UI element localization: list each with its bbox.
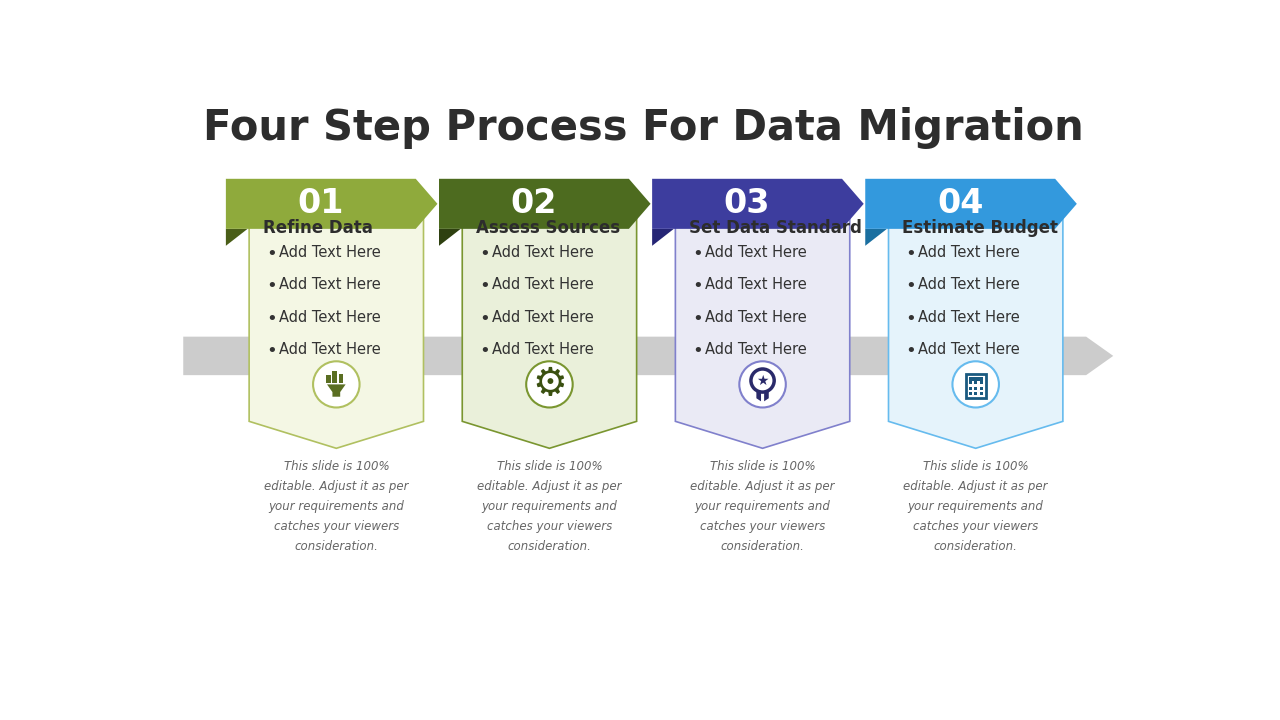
Text: •: • — [266, 277, 276, 295]
Text: Add Text Here: Add Text Here — [705, 245, 806, 260]
Circle shape — [526, 361, 572, 408]
Bar — [979, 387, 983, 390]
Text: Estimate Budget: Estimate Budget — [902, 219, 1059, 237]
Polygon shape — [250, 210, 424, 449]
Text: Add Text Here: Add Text Here — [918, 277, 1020, 292]
Text: Set Data Standard: Set Data Standard — [690, 219, 863, 237]
Bar — [969, 377, 983, 382]
Text: •: • — [266, 342, 276, 360]
Text: •: • — [266, 245, 276, 263]
Text: •: • — [479, 342, 490, 360]
Bar — [333, 371, 337, 383]
Text: Add Text Here: Add Text Here — [918, 342, 1020, 357]
Polygon shape — [756, 391, 762, 401]
Text: •: • — [905, 277, 916, 295]
Text: Add Text Here: Add Text Here — [279, 310, 380, 325]
Polygon shape — [676, 210, 850, 449]
Text: Add Text Here: Add Text Here — [492, 277, 594, 292]
Text: Add Text Here: Add Text Here — [492, 310, 594, 325]
Circle shape — [740, 361, 786, 408]
Text: •: • — [905, 310, 916, 328]
Bar — [974, 382, 977, 384]
Text: •: • — [479, 310, 490, 328]
Polygon shape — [462, 210, 636, 449]
Polygon shape — [183, 337, 1114, 375]
Text: ★: ★ — [756, 374, 769, 387]
Text: •: • — [905, 245, 916, 263]
Text: 04: 04 — [937, 187, 983, 220]
Text: Add Text Here: Add Text Here — [705, 342, 806, 357]
Polygon shape — [764, 391, 769, 401]
Text: •: • — [905, 342, 916, 360]
Polygon shape — [326, 384, 346, 397]
Bar — [339, 374, 343, 383]
Bar — [969, 392, 972, 395]
Polygon shape — [439, 229, 461, 246]
Text: This slide is 100%
editable. Adjust it as per
your requirements and
catches your: This slide is 100% editable. Adjust it a… — [477, 460, 622, 553]
Polygon shape — [225, 179, 438, 229]
Text: Add Text Here: Add Text Here — [492, 245, 594, 260]
Text: Add Text Here: Add Text Here — [705, 310, 806, 325]
Text: •: • — [479, 245, 490, 263]
Text: Add Text Here: Add Text Here — [279, 277, 380, 292]
Text: Add Text Here: Add Text Here — [705, 277, 806, 292]
Bar — [965, 374, 986, 398]
Text: •: • — [692, 310, 703, 328]
Bar — [979, 382, 983, 384]
Text: Add Text Here: Add Text Here — [279, 342, 380, 357]
Polygon shape — [225, 229, 247, 246]
Text: This slide is 100%
editable. Adjust it as per
your requirements and
catches your: This slide is 100% editable. Adjust it a… — [904, 460, 1048, 553]
Text: Add Text Here: Add Text Here — [279, 245, 380, 260]
Bar — [974, 392, 977, 395]
Polygon shape — [439, 179, 650, 229]
Text: 02: 02 — [511, 187, 557, 220]
Text: Assess Sources: Assess Sources — [476, 219, 621, 237]
Text: •: • — [692, 245, 703, 263]
Polygon shape — [652, 179, 864, 229]
Polygon shape — [888, 210, 1062, 449]
Text: Add Text Here: Add Text Here — [918, 310, 1020, 325]
Text: Add Text Here: Add Text Here — [492, 342, 594, 357]
Polygon shape — [865, 179, 1076, 229]
Bar — [969, 387, 972, 390]
Bar — [969, 382, 972, 384]
Polygon shape — [652, 229, 673, 246]
Polygon shape — [865, 229, 887, 246]
Bar — [326, 375, 332, 383]
Circle shape — [952, 361, 998, 408]
Bar — [979, 392, 983, 395]
Text: 01: 01 — [298, 187, 344, 220]
Text: Four Step Process For Data Migration: Four Step Process For Data Migration — [202, 107, 1083, 149]
Text: •: • — [266, 310, 276, 328]
Bar — [974, 387, 977, 390]
Text: •: • — [479, 277, 490, 295]
Text: Add Text Here: Add Text Here — [918, 245, 1020, 260]
Text: This slide is 100%
editable. Adjust it as per
your requirements and
catches your: This slide is 100% editable. Adjust it a… — [690, 460, 835, 553]
Text: This slide is 100%
editable. Adjust it as per
your requirements and
catches your: This slide is 100% editable. Adjust it a… — [264, 460, 408, 553]
Text: 03: 03 — [723, 187, 771, 220]
Text: Refine Data: Refine Data — [264, 219, 372, 237]
Text: ⚙: ⚙ — [532, 365, 567, 403]
Circle shape — [314, 361, 360, 408]
Text: •: • — [692, 342, 703, 360]
Text: •: • — [692, 277, 703, 295]
